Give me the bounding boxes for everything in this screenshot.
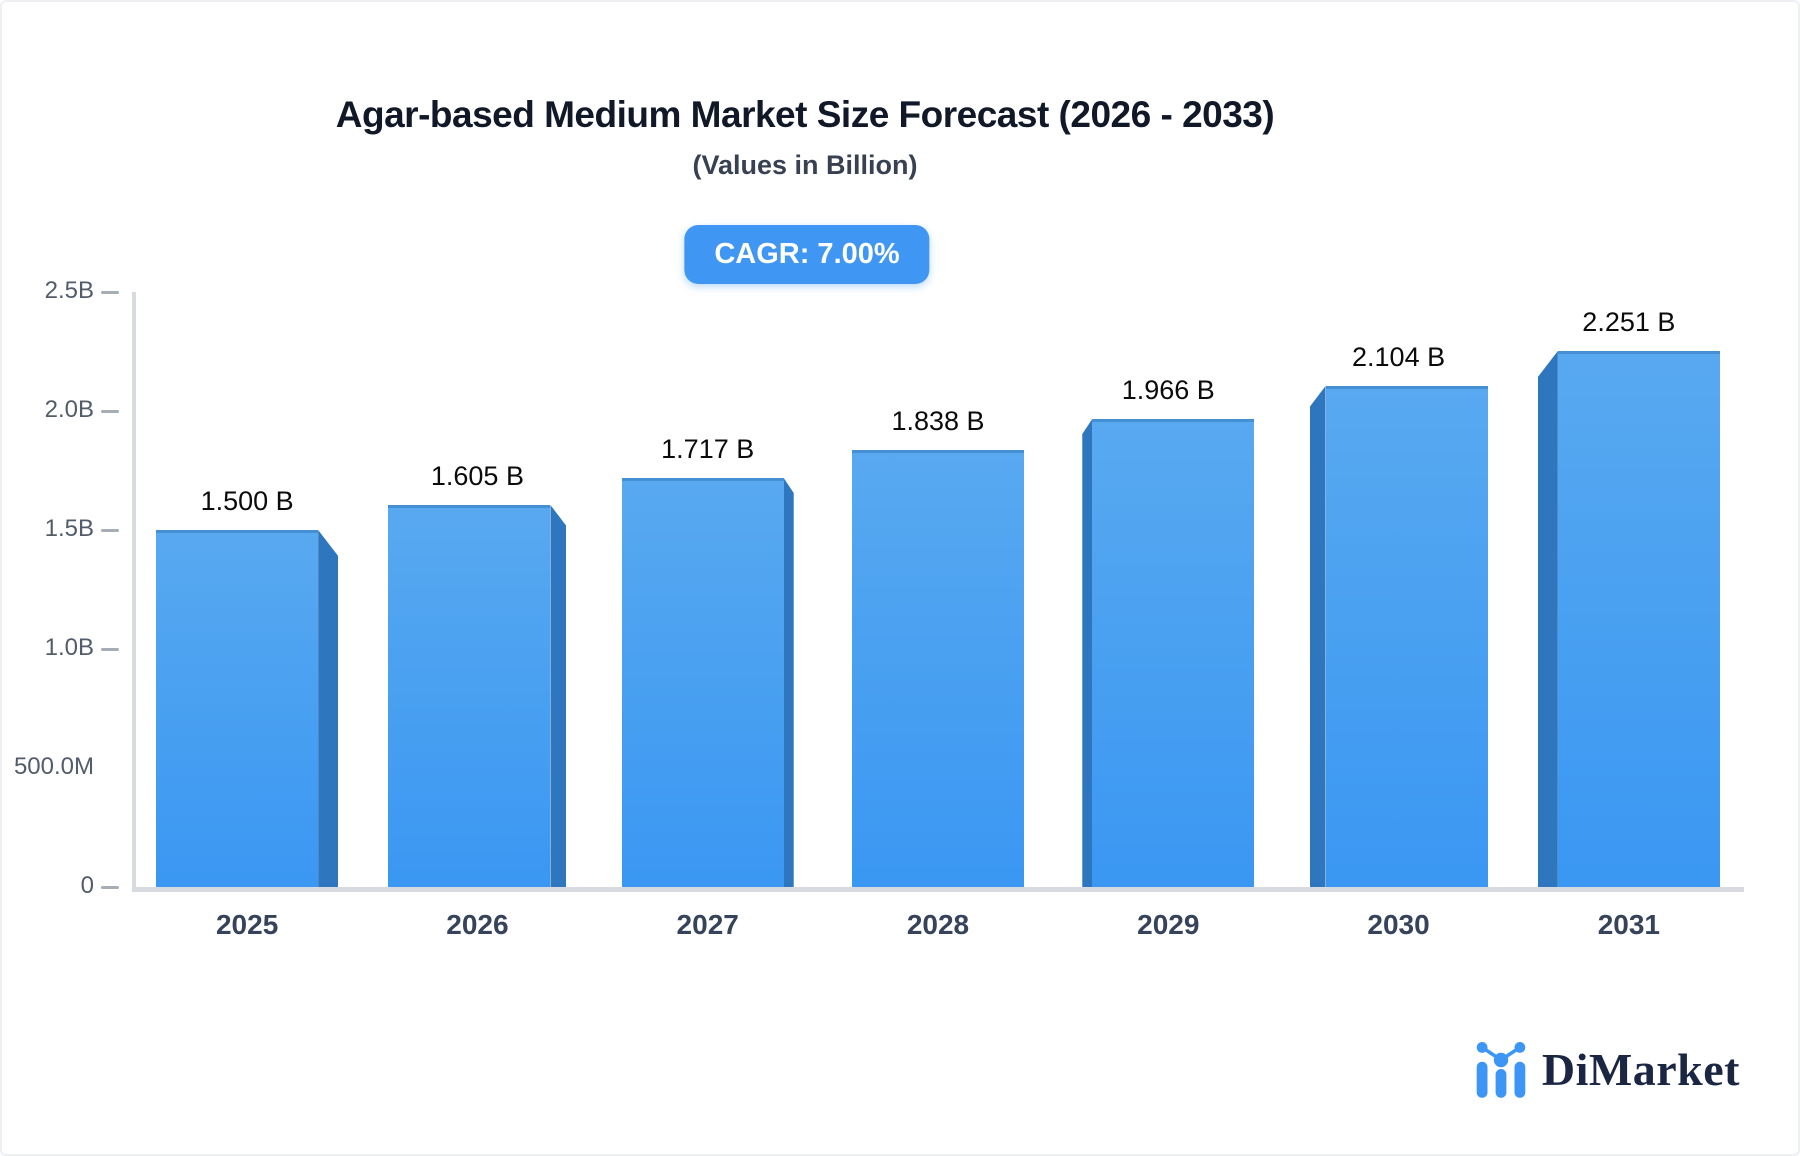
y-tick-label: 2.5B bbox=[44, 277, 94, 304]
y-tick-label: 1.0B bbox=[44, 634, 94, 661]
bar-line-chart-icon bbox=[1476, 1042, 1526, 1098]
bar-face bbox=[1557, 351, 1720, 887]
bar-face bbox=[1325, 386, 1488, 887]
x-axis-baseline bbox=[132, 887, 1744, 892]
y-tick-mark bbox=[101, 529, 119, 532]
chart-title: Agar-based Medium Market Size Forecast (… bbox=[335, 94, 1275, 135]
cagr-badge: CAGR: 7.00% bbox=[684, 225, 930, 284]
bar-face bbox=[621, 478, 784, 887]
brand-logo-text: DiMarket bbox=[1541, 1043, 1740, 1095]
bar-2028[interactable] bbox=[852, 450, 1024, 887]
y-tick-label: 2.0B bbox=[44, 396, 94, 423]
x-axis-label: 2025 bbox=[215, 909, 279, 940]
y-tick-label: 500.0M bbox=[13, 753, 94, 780]
y-axis-line bbox=[132, 292, 136, 887]
bar-face bbox=[156, 530, 319, 887]
bar-value-label: 1.605 B bbox=[430, 461, 524, 491]
bar-side-3d bbox=[1537, 351, 1558, 887]
bar-side-3d bbox=[550, 505, 567, 887]
x-axis-label: 2031 bbox=[1597, 909, 1660, 940]
y-tick-mark bbox=[101, 291, 119, 294]
x-axis-label: 2027 bbox=[676, 909, 739, 940]
bar-side-3d bbox=[1309, 386, 1326, 887]
bar-face bbox=[852, 450, 1024, 887]
x-axis-label: 2030 bbox=[1367, 909, 1430, 940]
bar-2029[interactable] bbox=[1082, 419, 1255, 887]
bar-value-label: 1.838 B bbox=[891, 406, 985, 436]
bar-value-label: 2.104 B bbox=[1352, 342, 1446, 372]
bar-value-label: 1.966 B bbox=[1121, 375, 1215, 405]
chart-header: Agar-based Medium Market Size Forecast (… bbox=[2, 2, 1798, 181]
bar-value-label: 1.500 B bbox=[200, 486, 294, 516]
bar-2025[interactable] bbox=[156, 530, 339, 887]
bar-side-3d bbox=[318, 530, 339, 887]
x-axis-label: 2026 bbox=[446, 909, 509, 940]
bar-side-3d bbox=[783, 478, 794, 887]
x-axis-label: 2029 bbox=[1137, 909, 1200, 940]
y-tick-label: 0 bbox=[80, 872, 94, 899]
chart-subtitle: (Values in Billion) bbox=[692, 150, 918, 180]
bar-face bbox=[388, 505, 551, 887]
y-tick-mark bbox=[101, 886, 119, 889]
bar-2031[interactable] bbox=[1537, 351, 1720, 887]
bar-side-3d bbox=[1082, 419, 1093, 887]
bar-value-label: 1.717 B bbox=[661, 434, 755, 464]
x-axis-label: 2028 bbox=[906, 909, 970, 940]
brand-logo: DiMarket bbox=[1474, 1040, 1740, 1098]
bar-face bbox=[1092, 419, 1255, 887]
y-tick-mark bbox=[101, 648, 119, 651]
y-tick-label: 1.5B bbox=[44, 515, 94, 542]
bar-2027[interactable] bbox=[621, 478, 794, 887]
bar-2026[interactable] bbox=[388, 505, 567, 887]
bar-2030[interactable] bbox=[1309, 386, 1488, 887]
bar-value-label: 2.251 B bbox=[1582, 307, 1676, 337]
y-tick-mark bbox=[101, 410, 119, 413]
